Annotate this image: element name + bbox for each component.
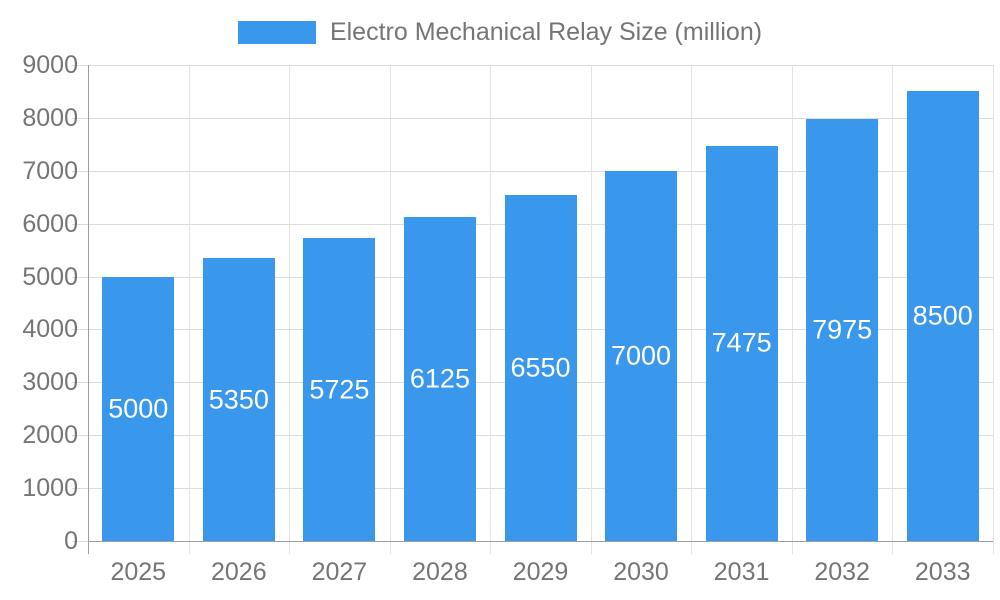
gridline-vertical (188, 65, 190, 554)
gridline-horizontal (88, 117, 993, 119)
gridline-vertical (289, 65, 291, 554)
gridline-vertical (389, 65, 391, 554)
bar-2029[interactable]: 6550 (504, 194, 577, 541)
bar-value-label: 5350 (208, 384, 269, 414)
bar-value-label: 6125 (409, 363, 470, 394)
bar-value-label: 6550 (510, 352, 571, 383)
x-axis-label-2033: 2033 (914, 558, 971, 586)
y-axis-tick-label: 6000 (22, 209, 78, 238)
x-axis-label-2027: 2027 (311, 558, 368, 586)
gridline-vertical (791, 65, 793, 554)
bar-value-label: 8500 (912, 300, 973, 331)
bar-2030[interactable]: 7000 (605, 170, 678, 541)
y-axis-tick-label: 4000 (22, 315, 78, 344)
y-axis-tick-label: 5000 (22, 262, 78, 291)
gridline-horizontal (88, 65, 993, 66)
bar-value-label: 5000 (108, 393, 169, 424)
bar-2027[interactable]: 5725 (303, 238, 376, 541)
bar-value-label: 7475 (711, 327, 772, 358)
y-axis-tick-label: 7000 (22, 156, 78, 185)
x-axis-label-2031: 2031 (713, 558, 770, 586)
y-axis-tick-label: 2000 (22, 421, 78, 450)
bar-value-label: 7000 (611, 340, 672, 371)
y-axis-tick (72, 65, 88, 66)
y-axis-tick-label: 1000 (22, 474, 78, 503)
y-axis-tick (72, 488, 88, 490)
y-axis-tick (72, 170, 88, 172)
bar-value-label: 7975 (812, 314, 873, 345)
y-axis-tick (72, 117, 88, 119)
bar-2032[interactable]: 7975 (806, 119, 879, 541)
gridline-horizontal (88, 170, 993, 172)
bar-2025[interactable]: 5000 (102, 276, 175, 541)
x-axis-label-2030: 2030 (613, 558, 669, 586)
gridline-vertical (490, 65, 492, 554)
x-axis-label-2026: 2026 (211, 558, 267, 586)
y-axis-tick (72, 223, 88, 225)
y-axis-tick-label: 0 (64, 527, 78, 555)
legend-swatch (237, 20, 316, 44)
legend-label: Electro Mechanical Relay Size (million) (329, 18, 763, 46)
bar-2033[interactable]: 8500 (906, 91, 979, 541)
y-axis-tick (72, 276, 88, 278)
y-axis-tick-label: 9000 (22, 51, 78, 79)
legend[interactable]: Electro Mechanical Relay Size (million) (0, 17, 1000, 47)
y-axis-tick-label: 3000 (22, 368, 78, 397)
y-axis-tick-label: 8000 (22, 103, 78, 132)
bar-value-label: 5725 (309, 374, 370, 405)
gridline-vertical (590, 65, 592, 554)
y-axis-tick (72, 382, 88, 384)
x-axis-label-2028: 2028 (412, 558, 468, 586)
y-axis-line (88, 65, 89, 554)
gridline-vertical (993, 65, 994, 554)
y-axis-tick (72, 541, 88, 542)
x-axis-label-2025: 2025 (110, 558, 167, 586)
bar-2026[interactable]: 5350 (202, 258, 275, 541)
bar-2031[interactable]: 7475 (705, 145, 778, 541)
gridline-vertical (892, 65, 894, 554)
y-axis-tick (72, 329, 88, 331)
bar-2028[interactable]: 6125 (403, 217, 476, 541)
x-axis-label-2032: 2032 (814, 558, 870, 586)
gridline-vertical (691, 65, 693, 554)
y-axis-tick (72, 435, 88, 437)
x-axis-label-2029: 2029 (512, 558, 569, 586)
x-axis-line (88, 541, 993, 542)
